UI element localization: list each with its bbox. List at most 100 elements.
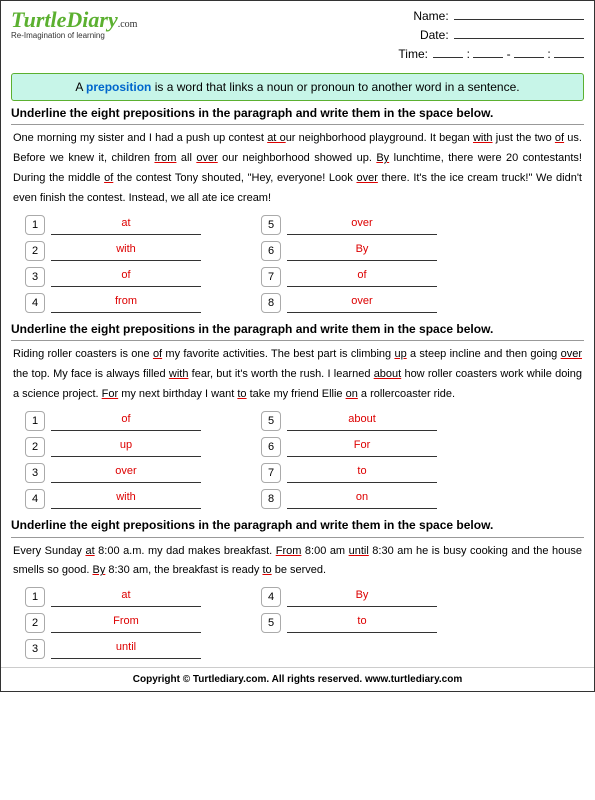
- sections-host: Underline the eight prepositions in the …: [1, 105, 594, 660]
- logo-brand: TurtleDiary.com: [11, 7, 137, 33]
- name-input-line[interactable]: [454, 8, 584, 20]
- answer-row: 4 By: [261, 587, 437, 607]
- answer-value[interactable]: of: [51, 269, 201, 287]
- name-label: Name:: [409, 7, 449, 26]
- exercise-section: Underline the eight prepositions in the …: [1, 105, 594, 313]
- answer-row: 6 By: [261, 241, 437, 261]
- answer-number: 4: [25, 489, 45, 509]
- answer-row: 1 at: [25, 587, 201, 607]
- date-label: Date:: [409, 26, 449, 45]
- answer-value[interactable]: over: [287, 295, 437, 313]
- answer-value[interactable]: to: [287, 465, 437, 483]
- answer-value[interactable]: of: [287, 269, 437, 287]
- def-prefix: A: [75, 80, 86, 94]
- answer-value[interactable]: about: [287, 413, 437, 431]
- answer-row: 1 at: [25, 215, 201, 235]
- answer-grid: 1 at 2 From 3 until 4 By 5 to: [25, 587, 584, 659]
- answer-row: 5 over: [261, 215, 437, 235]
- answer-value[interactable]: with: [51, 243, 201, 261]
- answer-number: 1: [25, 215, 45, 235]
- answer-number: 4: [261, 587, 281, 607]
- answer-number: 6: [261, 437, 281, 457]
- answer-value[interactable]: from: [51, 295, 201, 313]
- answer-value[interactable]: until: [51, 641, 201, 659]
- answer-col-left: 1 at 2 From 3 until: [25, 587, 201, 659]
- answer-number: 8: [261, 293, 281, 313]
- answer-row: 2 up: [25, 437, 201, 457]
- answer-col-left: 1 at 2 with 3 of 4 from: [25, 215, 201, 313]
- instruction-text: Underline the eight prepositions in the …: [11, 517, 584, 538]
- paragraph-text: One morning my sister and I had a push u…: [11, 129, 584, 208]
- answer-grid: 1 of 2 up 3 over 4 with 5 about 6 For 7 to 8 on: [25, 411, 584, 509]
- answer-number: 3: [25, 267, 45, 287]
- answer-value[interactable]: up: [51, 439, 201, 457]
- answer-row: 6 For: [261, 437, 437, 457]
- answer-row: 5 about: [261, 411, 437, 431]
- answer-row: 4 from: [25, 293, 201, 313]
- time-h1[interactable]: [433, 46, 463, 58]
- def-keyword: preposition: [86, 80, 151, 94]
- name-date-fields: Name: Date: Time: : - :: [388, 7, 584, 65]
- answer-number: 3: [25, 463, 45, 483]
- worksheet-page: TurtleDiary.com Re-Imagination of learni…: [0, 0, 595, 692]
- answer-number: 2: [25, 613, 45, 633]
- answer-value[interactable]: on: [287, 491, 437, 509]
- def-rest: is a word that links a noun or pronoun t…: [151, 80, 519, 94]
- logo-area: TurtleDiary.com Re-Imagination of learni…: [11, 7, 137, 65]
- answer-row: 7 of: [261, 267, 437, 287]
- answer-number: 3: [25, 639, 45, 659]
- answer-number: 8: [261, 489, 281, 509]
- answer-value[interactable]: with: [51, 491, 201, 509]
- answer-grid: 1 at 2 with 3 of 4 from 5 over 6 By 7 of 8 over: [25, 215, 584, 313]
- exercise-section: Underline the eight prepositions in the …: [1, 321, 594, 509]
- answer-value[interactable]: over: [51, 465, 201, 483]
- answer-value[interactable]: For: [287, 439, 437, 457]
- date-input-line[interactable]: [454, 27, 584, 39]
- time-label: Time:: [388, 45, 428, 64]
- brand-suffix: .com: [118, 19, 138, 30]
- exercise-section: Underline the eight prepositions in the …: [1, 517, 594, 659]
- footer: Copyright © Turtlediary.com. All rights …: [1, 667, 594, 691]
- answer-number: 6: [261, 241, 281, 261]
- answer-number: 1: [25, 587, 45, 607]
- answer-col-right: 5 about 6 For 7 to 8 on: [261, 411, 437, 509]
- answer-number: 5: [261, 411, 281, 431]
- instruction-text: Underline the eight prepositions in the …: [11, 105, 584, 126]
- answer-row: 8 over: [261, 293, 437, 313]
- time-m2[interactable]: [554, 46, 584, 58]
- answer-col-right: 4 By 5 to: [261, 587, 437, 659]
- answer-row: 3 over: [25, 463, 201, 483]
- answer-number: 7: [261, 267, 281, 287]
- time-h2[interactable]: [514, 46, 544, 58]
- answer-value[interactable]: to: [287, 615, 437, 633]
- answer-col-left: 1 of 2 up 3 over 4 with: [25, 411, 201, 509]
- answer-row: 1 of: [25, 411, 201, 431]
- answer-number: 5: [261, 613, 281, 633]
- answer-number: 7: [261, 463, 281, 483]
- answer-number: 5: [261, 215, 281, 235]
- answer-value[interactable]: By: [287, 589, 437, 607]
- paragraph-text: Every Sunday at 8:00 a.m. my dad makes b…: [11, 542, 584, 582]
- instruction-text: Underline the eight prepositions in the …: [11, 321, 584, 342]
- answer-value[interactable]: over: [287, 217, 437, 235]
- answer-value[interactable]: at: [51, 217, 201, 235]
- header: TurtleDiary.com Re-Imagination of learni…: [1, 1, 594, 69]
- answer-row: 3 of: [25, 267, 201, 287]
- brand-text: TurtleDiary: [11, 7, 118, 32]
- time-m1[interactable]: [473, 46, 503, 58]
- answer-row: 5 to: [261, 613, 437, 633]
- paragraph-text: Riding roller coasters is one of my favo…: [11, 345, 584, 404]
- answer-row: 3 until: [25, 639, 201, 659]
- answer-row: 8 on: [261, 489, 437, 509]
- definition-box: A preposition is a word that links a nou…: [11, 73, 584, 101]
- answer-number: 2: [25, 437, 45, 457]
- answer-row: 4 with: [25, 489, 201, 509]
- answer-number: 1: [25, 411, 45, 431]
- answer-number: 2: [25, 241, 45, 261]
- answer-value[interactable]: of: [51, 413, 201, 431]
- answer-number: 4: [25, 293, 45, 313]
- answer-value[interactable]: By: [287, 243, 437, 261]
- answer-row: 2 with: [25, 241, 201, 261]
- answer-value[interactable]: at: [51, 589, 201, 607]
- answer-value[interactable]: From: [51, 615, 201, 633]
